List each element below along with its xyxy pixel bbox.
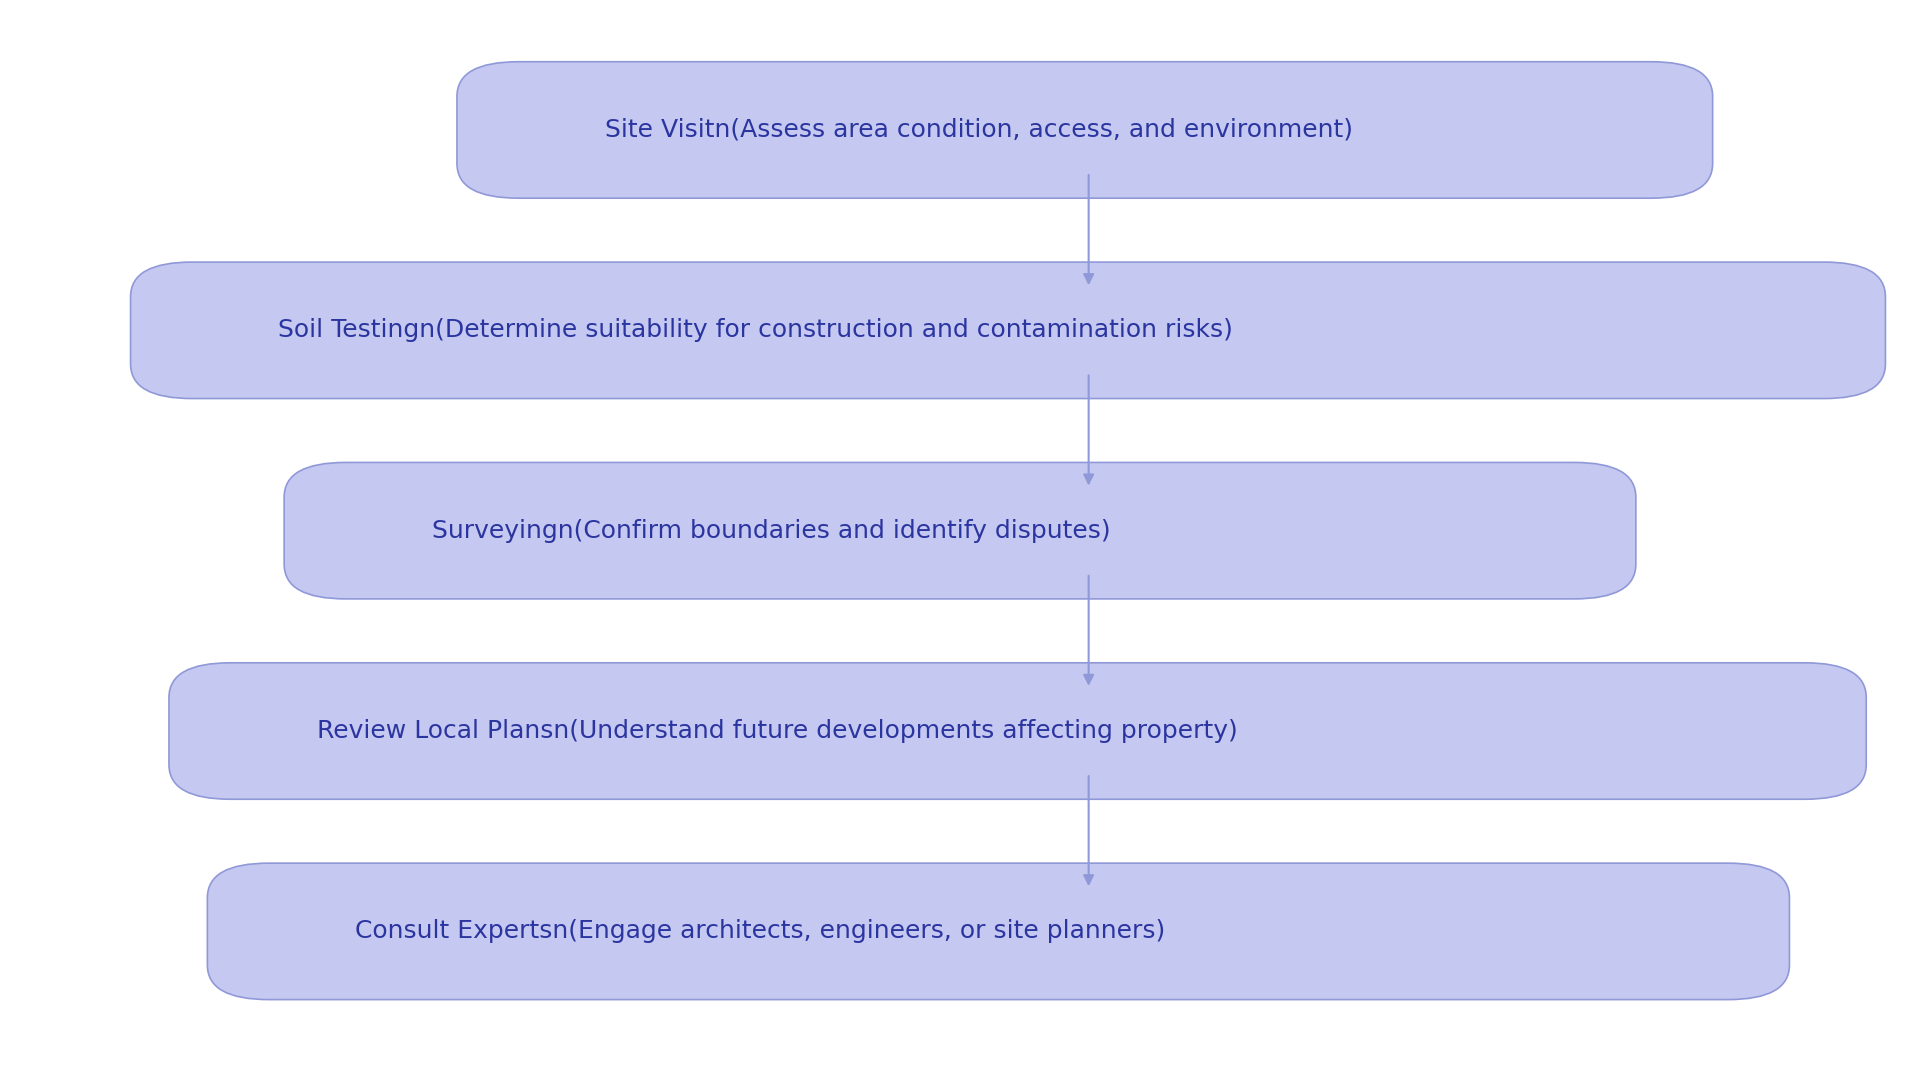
Text: Consult Expertsn(Engage architects, engineers, or site planners): Consult Expertsn(Engage architects, engi…	[355, 919, 1165, 943]
Text: Review Local Plansn(Understand future developments affecting property): Review Local Plansn(Understand future de…	[317, 719, 1238, 743]
FancyBboxPatch shape	[131, 262, 1885, 399]
FancyBboxPatch shape	[284, 462, 1636, 599]
Text: Surveyingn(Confirm boundaries and identify disputes): Surveyingn(Confirm boundaries and identi…	[432, 519, 1110, 543]
FancyBboxPatch shape	[207, 863, 1789, 1000]
Text: Soil Testingn(Determine suitability for construction and contamination risks): Soil Testingn(Determine suitability for …	[278, 318, 1233, 342]
FancyBboxPatch shape	[169, 663, 1866, 799]
FancyBboxPatch shape	[457, 62, 1713, 198]
Text: Site Visitn(Assess area condition, access, and environment): Site Visitn(Assess area condition, acces…	[605, 118, 1354, 142]
